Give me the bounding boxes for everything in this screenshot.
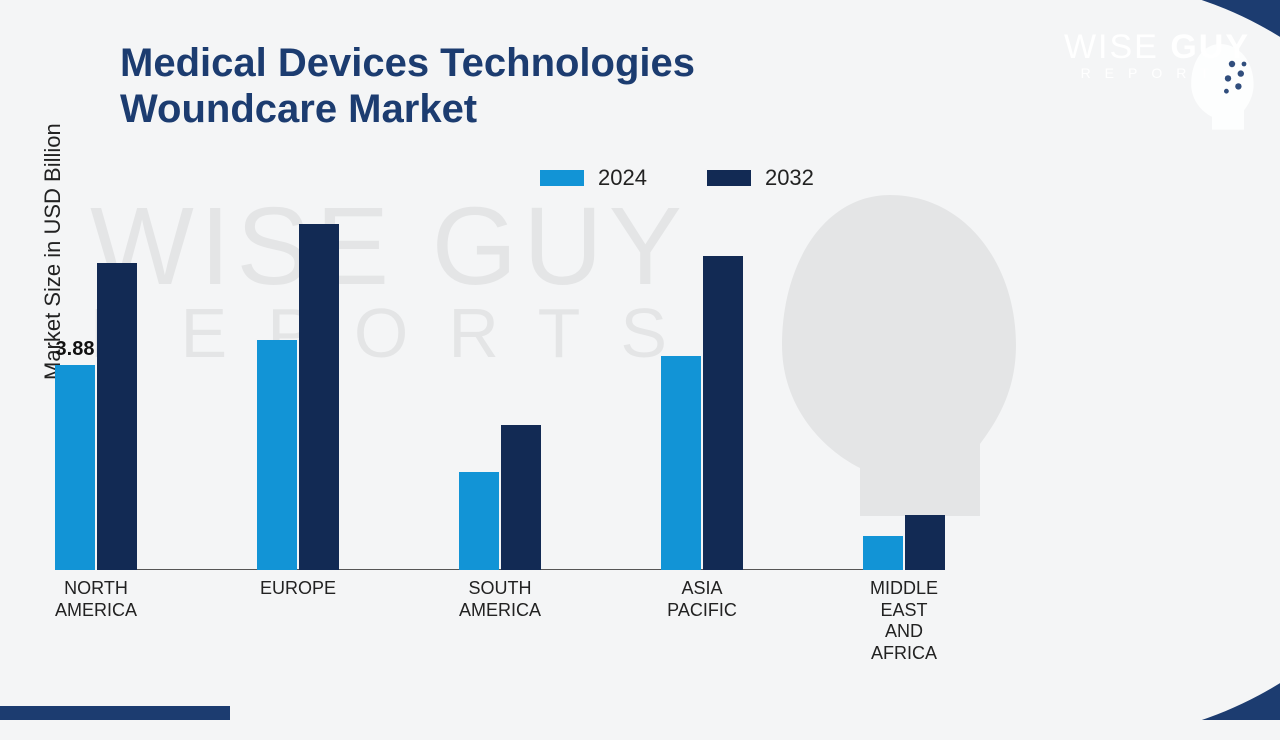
x-tick-label: EUROPE xyxy=(238,578,358,600)
chart-canvas: WISE GUY REPORTS WISE GUY REPORTS Medica… xyxy=(0,0,1280,720)
legend-item-2032: 2032 xyxy=(707,165,814,191)
bar-2024 xyxy=(55,365,95,570)
bar-2032 xyxy=(299,224,339,570)
bar-2032 xyxy=(97,263,137,570)
legend-label-2032: 2032 xyxy=(765,165,814,191)
bar-2024 xyxy=(863,536,903,570)
bar-2024 xyxy=(257,340,297,570)
brand-logo: WISE GUY REPORTS xyxy=(990,28,1250,81)
logo-head-icon xyxy=(1180,38,1260,138)
bar-2032 xyxy=(501,425,541,570)
chart-title: Medical Devices Technologies Woundcare M… xyxy=(120,40,760,132)
bar-value-label: 3.88 xyxy=(56,338,95,361)
legend-item-2024: 2024 xyxy=(540,165,647,191)
logo-word-wise: WISE xyxy=(1064,28,1159,66)
bar-group xyxy=(459,425,541,570)
footer-accent-bar xyxy=(0,706,230,720)
legend-swatch-2024 xyxy=(540,170,584,186)
bar-2032 xyxy=(703,256,743,571)
x-tick-label: ASIAPACIFIC xyxy=(642,578,762,621)
legend-label-2024: 2024 xyxy=(598,165,647,191)
x-tick-label: SOUTHAMERICA xyxy=(440,578,560,621)
bar-group xyxy=(863,515,945,571)
bar-group xyxy=(257,224,339,570)
bar-2032 xyxy=(905,515,945,571)
legend-swatch-2032 xyxy=(707,170,751,186)
chart-legend: 2024 2032 xyxy=(540,165,814,191)
bar-2024 xyxy=(459,472,499,570)
bar-2024 xyxy=(661,356,701,570)
x-tick-label: NORTHAMERICA xyxy=(36,578,156,621)
bar-group xyxy=(55,263,137,570)
plot-area: 3.88 xyxy=(105,200,895,570)
x-tick-label: MIDDLEEASTANDAFRICA xyxy=(844,578,964,664)
bar-group xyxy=(661,256,743,571)
